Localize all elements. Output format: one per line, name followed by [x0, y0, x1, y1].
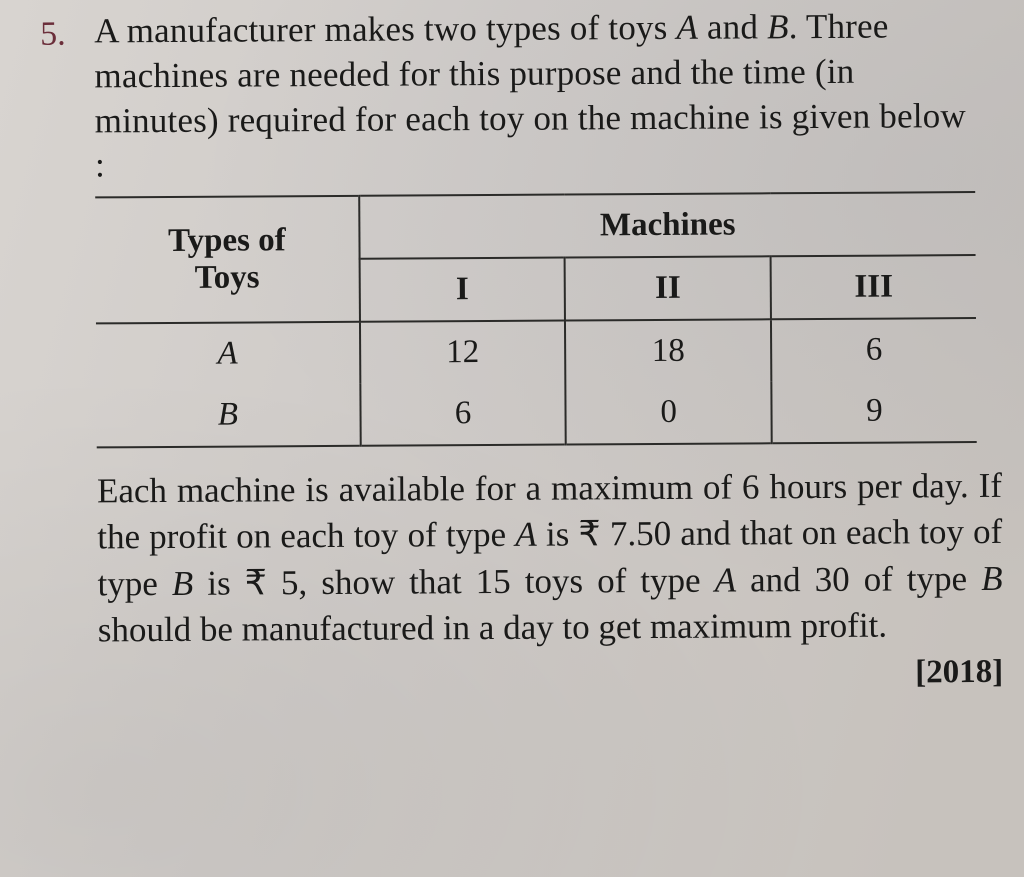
row-B-I: 6: [360, 383, 566, 446]
table-header-types: Types of Toys: [95, 196, 360, 324]
question-intro: A manufacturer makes two types of toys A…: [94, 4, 973, 189]
row-B-label: B: [96, 384, 360, 448]
col-II: II: [565, 256, 771, 320]
col-III: III: [771, 255, 976, 319]
row-A-I: 12: [360, 321, 566, 384]
row-B-III: 9: [771, 380, 976, 443]
types-header-line1: Types of: [168, 222, 286, 259]
row-A-II: 18: [565, 319, 771, 382]
question-row: 5. A manufacturer makes two types of toy…: [40, 4, 973, 189]
table-row: B 6 0 9: [96, 380, 976, 447]
page: 5. A manufacturer makes two types of toy…: [0, 0, 1024, 697]
machines-table: Types of Toys Machines I II III A 12 18 …: [95, 191, 977, 448]
question-body: Each machine is available for a maximum …: [97, 463, 1003, 653]
year-tag: [2018]: [98, 654, 1003, 697]
question-number: 5.: [40, 9, 94, 53]
row-A-label: A: [96, 322, 360, 386]
table-row: A 12 18 6: [96, 318, 976, 385]
machines-table-wrap: Types of Toys Machines I II III A 12 18 …: [95, 191, 977, 448]
col-I: I: [359, 258, 565, 322]
row-A-III: 6: [771, 318, 976, 381]
table-header-machines: Machines: [359, 192, 976, 259]
row-B-II: 0: [566, 381, 772, 444]
types-header-line2: Toys: [195, 260, 260, 296]
